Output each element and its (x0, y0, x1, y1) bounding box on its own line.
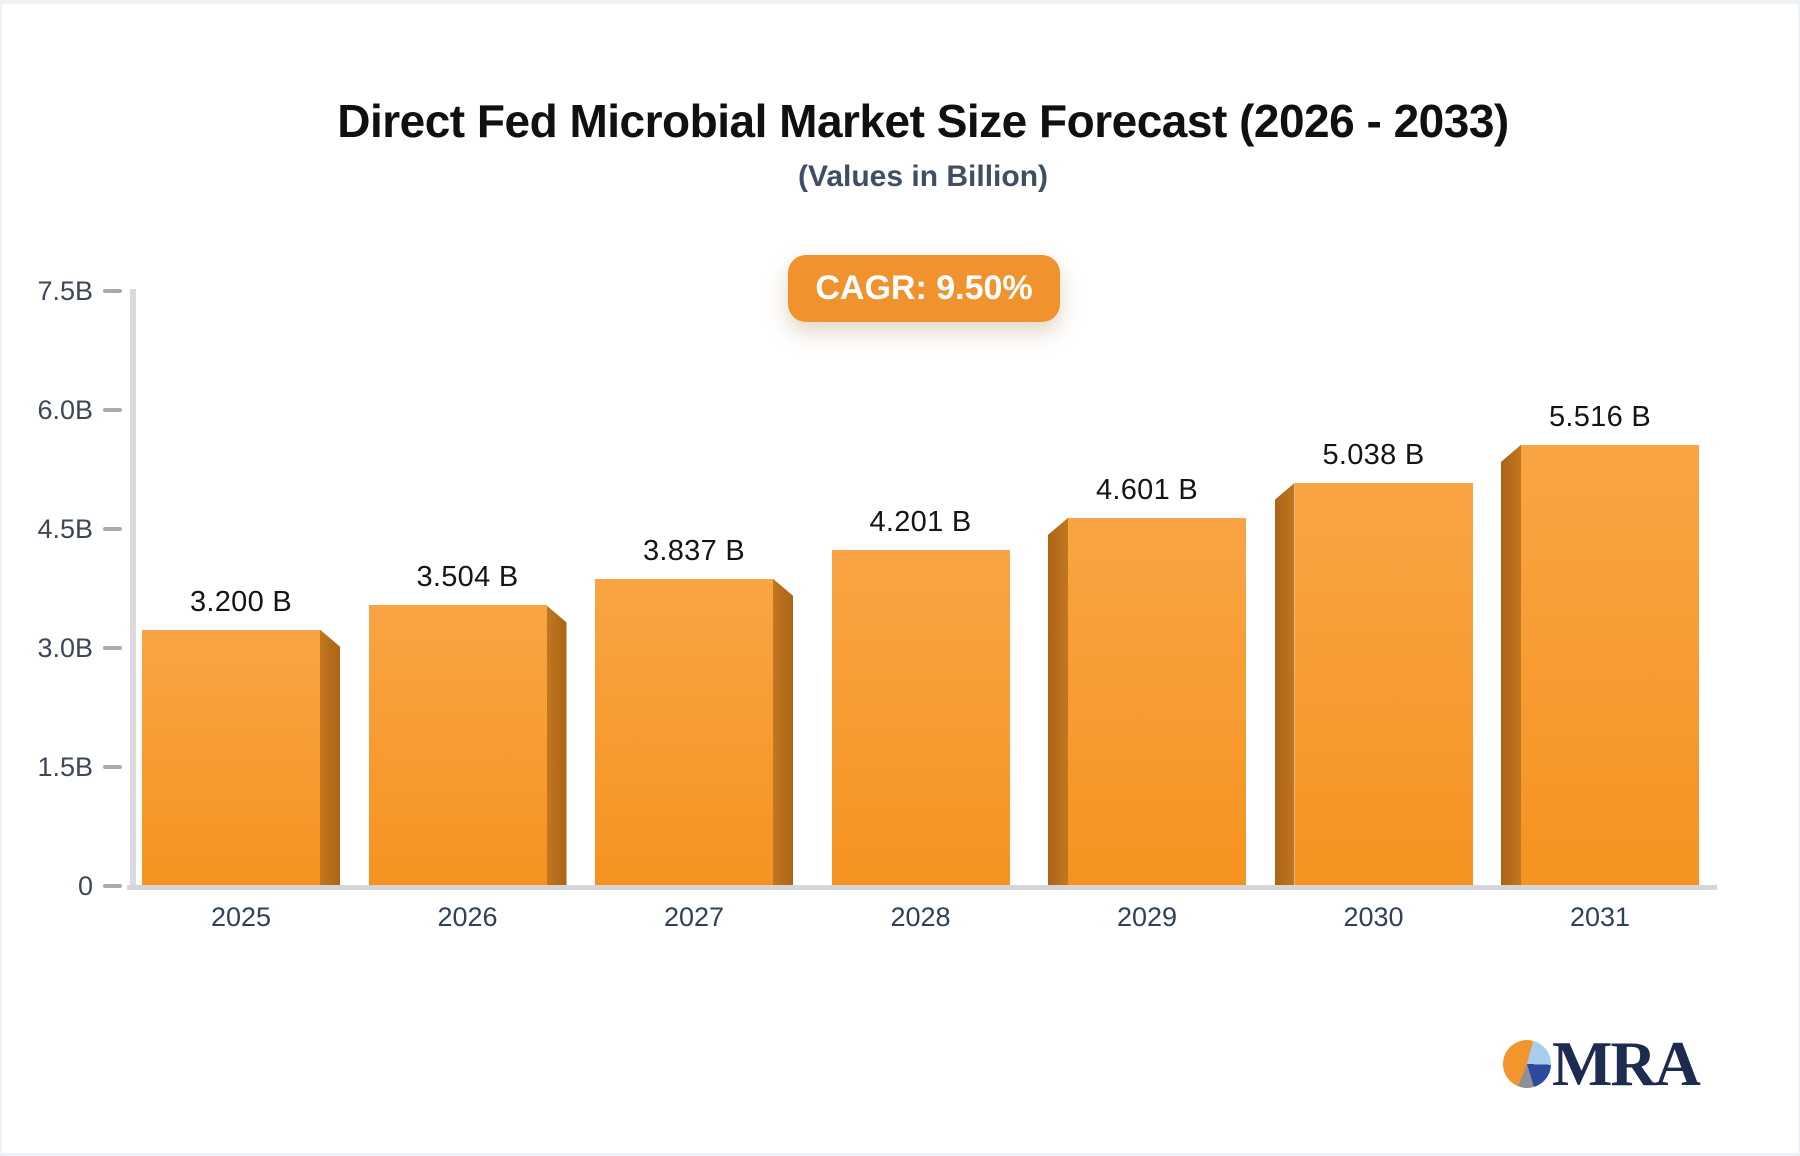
bar-face (831, 549, 1010, 885)
x-axis-category-label: 2030 (1343, 902, 1404, 932)
y-axis-tick-label: 3.0B (37, 633, 93, 664)
x-axis-category-label: 2028 (890, 902, 951, 932)
y-axis-tick-label: 0 (77, 871, 93, 901)
y-axis-tick-mark (103, 527, 122, 532)
bar-face (1294, 482, 1473, 885)
bar-value-label: 4.201 B (869, 505, 972, 538)
x-axis-category-label: 2026 (437, 902, 498, 932)
chart-subtitle: (Values in Billion) (797, 160, 1049, 193)
card-edge-bottom (0, 1153, 1800, 1156)
bar-2027 (595, 578, 793, 885)
x-axis-category-label: 2029 (1116, 902, 1178, 932)
bar-value-label: 4.601 B (1095, 473, 1199, 506)
bar-face (1068, 517, 1246, 885)
bar-3d-side-shade (1274, 482, 1295, 885)
y-axis-tick-label: 7.5B (37, 276, 93, 307)
bar-value-label: 3.200 B (189, 585, 293, 618)
card-edge-right (1798, 0, 1800, 1156)
y-axis-line (130, 289, 136, 890)
bar-face (142, 629, 320, 885)
bar-3d-side-shade (1048, 517, 1068, 885)
x-axis-category-label: 2031 (1569, 902, 1631, 932)
bar-3d-side-shade (546, 605, 567, 885)
logo-text: MRA (1552, 1028, 1701, 1099)
y-axis-tick-label: 1.5B (37, 752, 93, 783)
bar-value-label: 3.504 B (416, 561, 519, 594)
bar-2028 (822, 549, 1020, 885)
bar-face (368, 605, 547, 885)
bar-2026 (368, 605, 567, 885)
bar-2031 (1501, 444, 1699, 885)
y-axis-tick-mark (103, 765, 122, 770)
bar-2025 (142, 629, 340, 885)
bar-face (1521, 444, 1699, 885)
bar-face (595, 578, 773, 885)
bar-2030 (1274, 482, 1473, 885)
bar-3d-side-shade (320, 629, 340, 885)
card-edge-top (0, 0, 1800, 4)
cagr-badge: CAGR: 9.50% (788, 255, 1060, 322)
y-axis-tick-mark (103, 408, 122, 413)
pie-chart-logo-icon (1503, 1040, 1551, 1088)
card-edge-left (0, 0, 2, 1156)
y-axis-tick-mark (103, 289, 122, 294)
chart-title: Direct Fed Microbial Market Size Forecas… (337, 95, 1509, 147)
y-axis-tick-label: 4.5B (37, 514, 93, 545)
bar-value-label: 5.038 B (1322, 438, 1425, 471)
y-axis-tick-mark (103, 884, 122, 888)
bar-value-label: 3.837 B (642, 534, 746, 567)
y-axis-tick-label: 6.0B (37, 395, 93, 426)
bar-3d-side-shade (773, 578, 793, 885)
x-axis-category-label: 2025 (210, 902, 272, 932)
bar-value-label: 5.516 B (1548, 400, 1652, 433)
bar-3d-side-shade (1501, 444, 1521, 885)
x-axis-category-label: 2027 (663, 902, 725, 932)
bar-2029 (1048, 517, 1246, 885)
mra-logo: MRA (1503, 1028, 1701, 1099)
x-axis-baseline (127, 885, 1717, 890)
y-axis-tick-mark (103, 646, 122, 651)
